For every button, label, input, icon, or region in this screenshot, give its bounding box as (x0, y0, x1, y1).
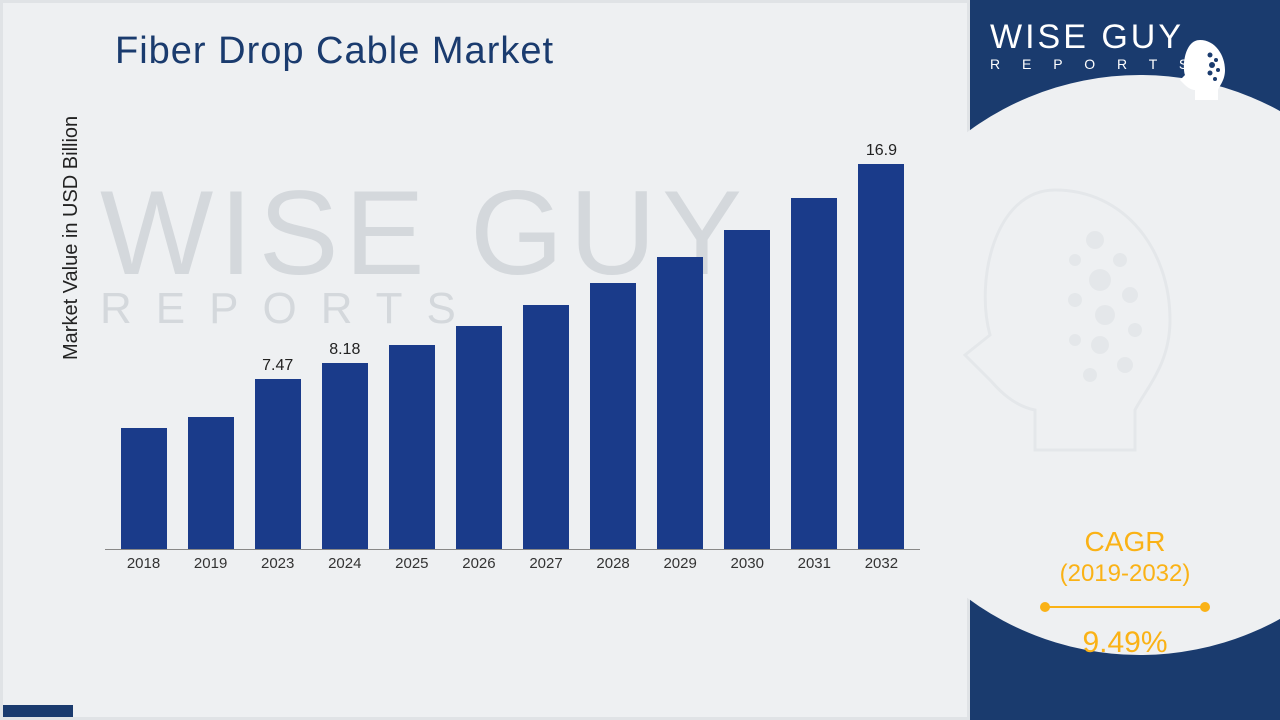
bar (389, 345, 435, 549)
bars-container: 201820197.4720238.1820242025202620272028… (105, 140, 920, 549)
bar-group: 2019 (177, 140, 244, 549)
bar (456, 326, 502, 549)
bar (121, 428, 167, 549)
chart-title: Fiber Drop Cable Market (115, 30, 554, 73)
bar-group: 2031 (781, 140, 848, 549)
cagr-value: 9.49% (1015, 626, 1235, 660)
bar (255, 379, 301, 549)
cagr-divider (1045, 606, 1205, 608)
x-tick-label: 2030 (722, 555, 772, 572)
bar-group: 7.472023 (244, 140, 311, 549)
bar (322, 363, 368, 549)
x-tick-label: 2019 (186, 555, 236, 572)
cagr-range: (2019-2032) (1015, 560, 1235, 588)
bar-group: 2025 (378, 140, 445, 549)
bar (858, 164, 904, 549)
plot-area: 201820197.4720238.1820242025202620272028… (105, 140, 920, 550)
bar (590, 283, 636, 550)
decor-bottom-bar (3, 705, 73, 717)
x-tick-label: 2028 (588, 555, 638, 572)
x-tick-label: 2025 (387, 555, 437, 572)
bar-value-label: 16.9 (866, 142, 897, 160)
bar-chart: Market Value in USD Billion 201820197.47… (70, 140, 920, 580)
bar-group: 16.92032 (848, 140, 915, 549)
bar-value-label: 8.18 (329, 341, 360, 359)
x-tick-label: 2029 (655, 555, 705, 572)
x-tick-label: 2024 (320, 555, 370, 572)
bar (791, 198, 837, 549)
x-tick-label: 2023 (253, 555, 303, 572)
bar-group: 2027 (512, 140, 579, 549)
bar (188, 417, 234, 549)
bar-group: 2030 (714, 140, 781, 549)
bar (523, 305, 569, 549)
y-axis-label: Market Value in USD Billion (60, 116, 83, 360)
bar (657, 257, 703, 549)
cagr-title: CAGR (1015, 526, 1235, 558)
brand-logo: WISE GUY R E P O R T S (990, 20, 1240, 72)
x-tick-label: 2031 (789, 555, 839, 572)
watermark-head-icon (945, 180, 1185, 460)
x-tick-label: 2026 (454, 555, 504, 572)
x-tick-label: 2018 (119, 555, 169, 572)
bar-group: 2028 (580, 140, 647, 549)
bar (724, 230, 770, 549)
bar-group: 8.182024 (311, 140, 378, 549)
bar-group: 2026 (445, 140, 512, 549)
head-icon (1170, 35, 1230, 105)
cagr-block: CAGR (2019-2032) 9.49% (1015, 526, 1235, 660)
bar-group: 2029 (647, 140, 714, 549)
x-tick-label: 2032 (856, 555, 906, 572)
bar-group: 2018 (110, 140, 177, 549)
x-tick-label: 2027 (521, 555, 571, 572)
bar-value-label: 7.47 (262, 357, 293, 375)
